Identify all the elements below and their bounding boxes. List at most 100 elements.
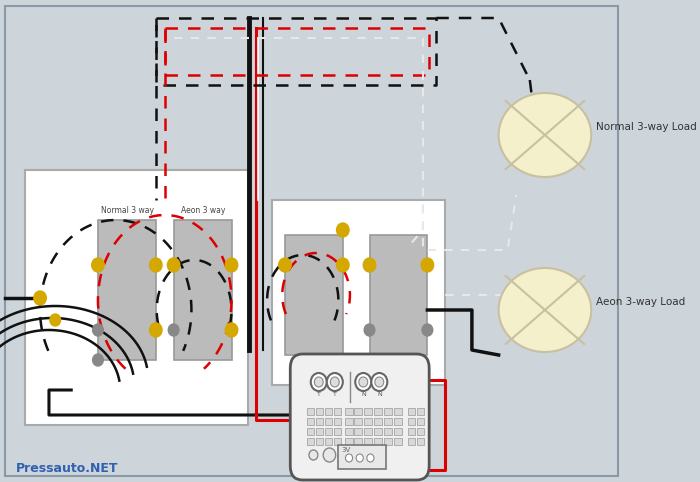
FancyBboxPatch shape bbox=[325, 408, 332, 415]
FancyBboxPatch shape bbox=[416, 428, 424, 435]
FancyBboxPatch shape bbox=[98, 220, 156, 360]
FancyBboxPatch shape bbox=[316, 438, 323, 445]
FancyBboxPatch shape bbox=[174, 220, 232, 360]
Circle shape bbox=[167, 258, 180, 272]
Circle shape bbox=[92, 354, 104, 366]
FancyBboxPatch shape bbox=[370, 235, 428, 355]
FancyBboxPatch shape bbox=[416, 408, 424, 415]
FancyBboxPatch shape bbox=[344, 428, 353, 435]
Circle shape bbox=[364, 324, 375, 336]
FancyBboxPatch shape bbox=[393, 428, 402, 435]
Circle shape bbox=[225, 258, 238, 272]
FancyBboxPatch shape bbox=[384, 408, 392, 415]
Circle shape bbox=[34, 291, 46, 305]
Circle shape bbox=[150, 323, 162, 337]
FancyBboxPatch shape bbox=[364, 438, 372, 445]
FancyBboxPatch shape bbox=[338, 445, 386, 469]
FancyBboxPatch shape bbox=[307, 418, 314, 425]
FancyBboxPatch shape bbox=[325, 428, 332, 435]
Text: Normal 3 way: Normal 3 way bbox=[101, 206, 154, 215]
FancyBboxPatch shape bbox=[316, 408, 323, 415]
FancyBboxPatch shape bbox=[384, 438, 392, 445]
FancyBboxPatch shape bbox=[408, 428, 415, 435]
FancyBboxPatch shape bbox=[416, 418, 424, 425]
Circle shape bbox=[371, 373, 387, 391]
FancyBboxPatch shape bbox=[393, 418, 402, 425]
Circle shape bbox=[50, 314, 60, 326]
FancyBboxPatch shape bbox=[364, 428, 372, 435]
Circle shape bbox=[330, 377, 340, 387]
FancyBboxPatch shape bbox=[307, 408, 314, 415]
FancyBboxPatch shape bbox=[316, 428, 323, 435]
Circle shape bbox=[150, 258, 162, 272]
FancyBboxPatch shape bbox=[334, 438, 341, 445]
FancyBboxPatch shape bbox=[25, 170, 248, 425]
Circle shape bbox=[356, 373, 371, 391]
Ellipse shape bbox=[498, 268, 592, 352]
FancyBboxPatch shape bbox=[364, 418, 372, 425]
Text: N: N bbox=[377, 392, 382, 398]
Circle shape bbox=[363, 258, 376, 272]
FancyBboxPatch shape bbox=[307, 428, 314, 435]
Circle shape bbox=[359, 377, 368, 387]
FancyBboxPatch shape bbox=[354, 428, 363, 435]
Circle shape bbox=[309, 450, 318, 460]
FancyBboxPatch shape bbox=[344, 438, 353, 445]
FancyBboxPatch shape bbox=[408, 438, 415, 445]
FancyBboxPatch shape bbox=[325, 418, 332, 425]
FancyBboxPatch shape bbox=[285, 235, 343, 355]
Circle shape bbox=[225, 323, 238, 337]
Circle shape bbox=[337, 223, 349, 237]
FancyBboxPatch shape bbox=[325, 438, 332, 445]
Circle shape bbox=[346, 454, 353, 462]
Circle shape bbox=[323, 448, 336, 462]
FancyBboxPatch shape bbox=[416, 438, 424, 445]
Circle shape bbox=[421, 258, 433, 272]
FancyBboxPatch shape bbox=[334, 408, 341, 415]
FancyBboxPatch shape bbox=[334, 428, 341, 435]
Text: T: T bbox=[333, 392, 337, 398]
Text: Normal 3-way Load: Normal 3-way Load bbox=[596, 122, 696, 132]
Text: N: N bbox=[361, 392, 365, 398]
FancyBboxPatch shape bbox=[272, 200, 445, 385]
FancyBboxPatch shape bbox=[354, 418, 363, 425]
FancyBboxPatch shape bbox=[393, 408, 402, 415]
Circle shape bbox=[279, 258, 291, 272]
Text: T: T bbox=[317, 392, 321, 398]
FancyBboxPatch shape bbox=[334, 418, 341, 425]
FancyBboxPatch shape bbox=[384, 418, 392, 425]
Circle shape bbox=[422, 324, 433, 336]
FancyBboxPatch shape bbox=[354, 438, 363, 445]
FancyBboxPatch shape bbox=[408, 418, 415, 425]
FancyBboxPatch shape bbox=[374, 438, 382, 445]
Text: Aeon 3 way: Aeon 3 way bbox=[181, 206, 225, 215]
FancyBboxPatch shape bbox=[364, 408, 372, 415]
Circle shape bbox=[337, 258, 349, 272]
FancyBboxPatch shape bbox=[374, 418, 382, 425]
FancyBboxPatch shape bbox=[344, 408, 353, 415]
Circle shape bbox=[327, 373, 343, 391]
FancyBboxPatch shape bbox=[393, 438, 402, 445]
FancyBboxPatch shape bbox=[408, 408, 415, 415]
Circle shape bbox=[367, 454, 374, 462]
FancyBboxPatch shape bbox=[307, 438, 314, 445]
FancyBboxPatch shape bbox=[374, 408, 382, 415]
Circle shape bbox=[92, 258, 104, 272]
Text: Aeon 3-way Load: Aeon 3-way Load bbox=[596, 297, 685, 307]
Text: 3V: 3V bbox=[341, 447, 350, 453]
FancyBboxPatch shape bbox=[6, 6, 618, 476]
FancyBboxPatch shape bbox=[316, 418, 323, 425]
FancyBboxPatch shape bbox=[374, 428, 382, 435]
Circle shape bbox=[92, 324, 104, 336]
Ellipse shape bbox=[498, 93, 592, 177]
Circle shape bbox=[375, 377, 384, 387]
FancyBboxPatch shape bbox=[290, 354, 429, 480]
Circle shape bbox=[356, 454, 363, 462]
FancyBboxPatch shape bbox=[354, 408, 363, 415]
Circle shape bbox=[311, 373, 327, 391]
Circle shape bbox=[168, 324, 179, 336]
Circle shape bbox=[314, 377, 323, 387]
Text: Pressauto.NET: Pressauto.NET bbox=[16, 461, 118, 474]
FancyBboxPatch shape bbox=[344, 418, 353, 425]
FancyBboxPatch shape bbox=[384, 428, 392, 435]
